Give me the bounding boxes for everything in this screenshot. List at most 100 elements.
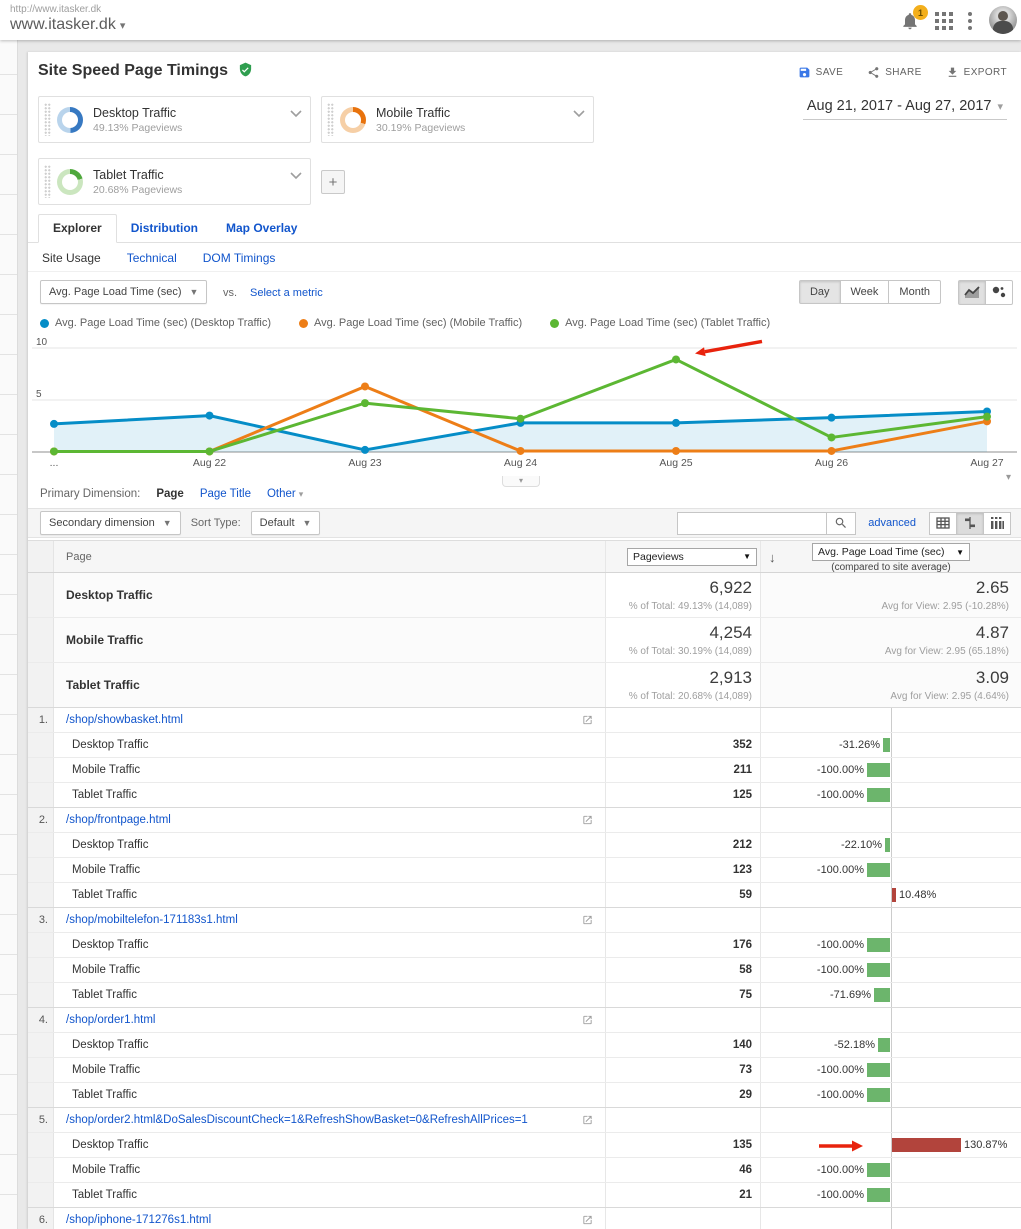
tab-map-overlay[interactable]: Map Overlay xyxy=(226,221,298,235)
delta-cell: -100.00% xyxy=(760,758,1021,782)
more-menu-button[interactable] xyxy=(959,10,981,32)
pageviews-column-dropdown[interactable]: Pageviews ▼ xyxy=(627,547,757,566)
page-url-link[interactable]: /shop/showbasket.html xyxy=(66,714,183,726)
line-chart-view-button[interactable] xyxy=(958,280,986,305)
chart-collapse-handle[interactable]: ▾ xyxy=(502,476,540,487)
segment-label-cell: Tablet Traffic xyxy=(54,983,605,1007)
summary-row[interactable]: Desktop Traffic 6,922 % of Total: 49.13% (… xyxy=(28,573,1021,618)
page-url-link[interactable]: /shop/mobiltelefon-171183s1.html xyxy=(66,914,238,926)
delta-axis-line xyxy=(891,1008,892,1032)
sort-descending-icon[interactable]: ↓ xyxy=(769,550,776,565)
pageviews-cell: 58 xyxy=(605,958,760,982)
segment-card-tablet[interactable]: Tablet Traffic 20.68% Pageviews xyxy=(38,158,311,205)
chart-options-caret[interactable]: ▾ xyxy=(1005,472,1011,483)
collapsed-nav-rail[interactable] xyxy=(0,40,18,1229)
granularity-month[interactable]: Month xyxy=(888,280,941,304)
table-view-button[interactable] xyxy=(929,511,957,535)
notifications-button[interactable]: 1 xyxy=(899,5,928,32)
segment-sub-row[interactable]: Mobile Traffic 123 -100.00% xyxy=(28,858,1021,883)
segment-sub-row[interactable]: Desktop Traffic 140 -52.18% xyxy=(28,1033,1021,1058)
metric-column-dropdown[interactable]: Avg. Page Load Time (sec) ▼ xyxy=(812,543,970,561)
segment-sub-row[interactable]: Mobile Traffic 58 -100.00% xyxy=(28,958,1021,983)
segment-sub-row[interactable]: Desktop Traffic 212 -22.10% xyxy=(28,833,1021,858)
external-link-icon[interactable] xyxy=(582,1115,593,1126)
export-button[interactable]: EXPORT xyxy=(946,66,1007,79)
page-url-row: 2. /shop/frontpage.html xyxy=(28,808,1021,833)
user-avatar[interactable] xyxy=(989,6,1017,34)
search-button[interactable] xyxy=(826,511,857,535)
secondary-dimension-button[interactable]: Secondary dimension ▼ xyxy=(40,511,181,535)
external-link-icon[interactable] xyxy=(582,915,593,926)
page-url-link[interactable]: /shop/order2.html&DoSalesDiscountCheck=1… xyxy=(66,1114,528,1126)
segment-sub-row[interactable]: Tablet Traffic 75 -71.69% xyxy=(28,983,1021,1008)
svg-text:Aug 22: Aug 22 xyxy=(193,457,226,469)
chevron-down-icon[interactable] xyxy=(290,167,302,185)
granularity-day[interactable]: Day xyxy=(798,280,841,304)
timeline-chart[interactable]: 10 5... Aug 22 Aug 23 Aug 24 Aug 25 Aug 26 Aug … xyxy=(32,336,1017,476)
delta-percent-label: -100.00% xyxy=(816,1089,864,1101)
metric-column-note: (compared to site average) xyxy=(831,562,951,573)
external-link-icon[interactable] xyxy=(582,815,593,826)
delta-cell: -100.00% xyxy=(760,933,1021,957)
select-metric-link[interactable]: Select a metric xyxy=(250,287,323,299)
drag-handle-icon[interactable] xyxy=(44,165,51,198)
segment-sub-row[interactable]: Tablet Traffic 29 -100.00% xyxy=(28,1083,1021,1108)
motion-chart-view-button[interactable] xyxy=(985,280,1013,305)
pivot-view-button[interactable] xyxy=(983,511,1011,535)
subtab-technical[interactable]: Technical xyxy=(126,250,177,265)
chevron-down-icon[interactable] xyxy=(573,105,585,123)
summary-row[interactable]: Mobile Traffic 4,254 % of Total: 30.19% (1… xyxy=(28,618,1021,663)
sort-type-dropdown[interactable]: Default ▼ xyxy=(250,511,321,535)
apps-grid-button[interactable] xyxy=(933,10,955,32)
metric-dropdown[interactable]: Avg. Page Load Time (sec) ▼ xyxy=(40,280,208,304)
dimension-option-other[interactable]: Other ▾ xyxy=(266,488,304,500)
segment-sub-row[interactable]: Desktop Traffic 176 -100.00% xyxy=(28,933,1021,958)
comparison-view-button[interactable] xyxy=(956,511,984,535)
segment-label: Mobile Traffic xyxy=(72,964,141,976)
row-number-gutter xyxy=(28,1133,54,1157)
external-link-icon[interactable] xyxy=(582,715,593,726)
advanced-search-link[interactable]: advanced xyxy=(868,517,916,529)
drag-handle-icon[interactable] xyxy=(44,103,51,136)
segment-sub-row[interactable]: Mobile Traffic 73 -100.00% xyxy=(28,1058,1021,1083)
delta-axis-line xyxy=(891,1058,892,1082)
add-segment-button[interactable]: + xyxy=(321,170,345,194)
delta-cell xyxy=(760,708,1021,732)
segment-sub-row[interactable]: Tablet Traffic 21 -100.00% xyxy=(28,1183,1021,1208)
segment-sub-row[interactable]: Mobile Traffic 46 -100.00% xyxy=(28,1158,1021,1183)
segment-sub-row[interactable]: Desktop Traffic 352 -31.26% xyxy=(28,733,1021,758)
drag-handle-icon[interactable] xyxy=(327,103,334,136)
segment-sub-row[interactable]: Tablet Traffic 59 10.48% xyxy=(28,883,1021,908)
share-button[interactable]: SHARE xyxy=(867,66,921,79)
date-range-selector[interactable]: Aug 21, 2017 - Aug 27, 2017 ▾ xyxy=(802,98,1007,120)
tab-explorer[interactable]: Explorer xyxy=(38,214,117,243)
property-selector[interactable]: www.itasker.dk ▾ xyxy=(10,16,125,34)
delta-cell: 10.48% xyxy=(760,883,1021,907)
pageviews-value: 6,922 xyxy=(709,578,752,597)
vs-label: vs. xyxy=(223,287,238,299)
dimension-option-page[interactable]: Page xyxy=(156,488,184,500)
save-button[interactable]: SAVE xyxy=(798,66,844,79)
column-header-pageviews: Pageviews ▼ xyxy=(605,541,760,572)
chevron-down-icon[interactable] xyxy=(290,105,302,123)
external-link-icon[interactable] xyxy=(582,1015,593,1026)
svg-text:Aug 27: Aug 27 xyxy=(970,457,1003,469)
segment-card-mobile[interactable]: Mobile Traffic 30.19% Pageviews xyxy=(321,96,594,143)
summary-row[interactable]: Tablet Traffic 2,913 % of Total: 20.68% (1… xyxy=(28,663,1021,708)
table-search-input[interactable] xyxy=(677,511,828,535)
dimension-option-page-title[interactable]: Page Title xyxy=(199,488,251,500)
segment-card-desktop[interactable]: Desktop Traffic 49.13% Pageviews xyxy=(38,96,311,143)
page-url-link[interactable]: /shop/order1.html xyxy=(66,1014,156,1026)
granularity-week[interactable]: Week xyxy=(839,280,890,304)
page-url-link[interactable]: /shop/frontpage.html xyxy=(66,814,171,826)
page-url-link[interactable]: /shop/iphone-171276s1.html xyxy=(66,1214,212,1226)
segment-sub-row[interactable]: Mobile Traffic 211 -100.00% xyxy=(28,758,1021,783)
subtab-site-usage[interactable]: Site Usage xyxy=(42,250,101,265)
segment-sub-row[interactable]: Tablet Traffic 125 -100.00% xyxy=(28,783,1021,808)
tab-distribution[interactable]: Distribution xyxy=(130,221,199,235)
segment-sub-row[interactable]: Desktop Traffic 135 130.87% xyxy=(28,1133,1021,1158)
external-link-icon[interactable] xyxy=(582,1215,593,1226)
delta-axis-line xyxy=(891,983,892,1007)
delta-axis-line xyxy=(891,1033,892,1057)
subtab-dom-timings[interactable]: DOM Timings xyxy=(202,250,276,265)
